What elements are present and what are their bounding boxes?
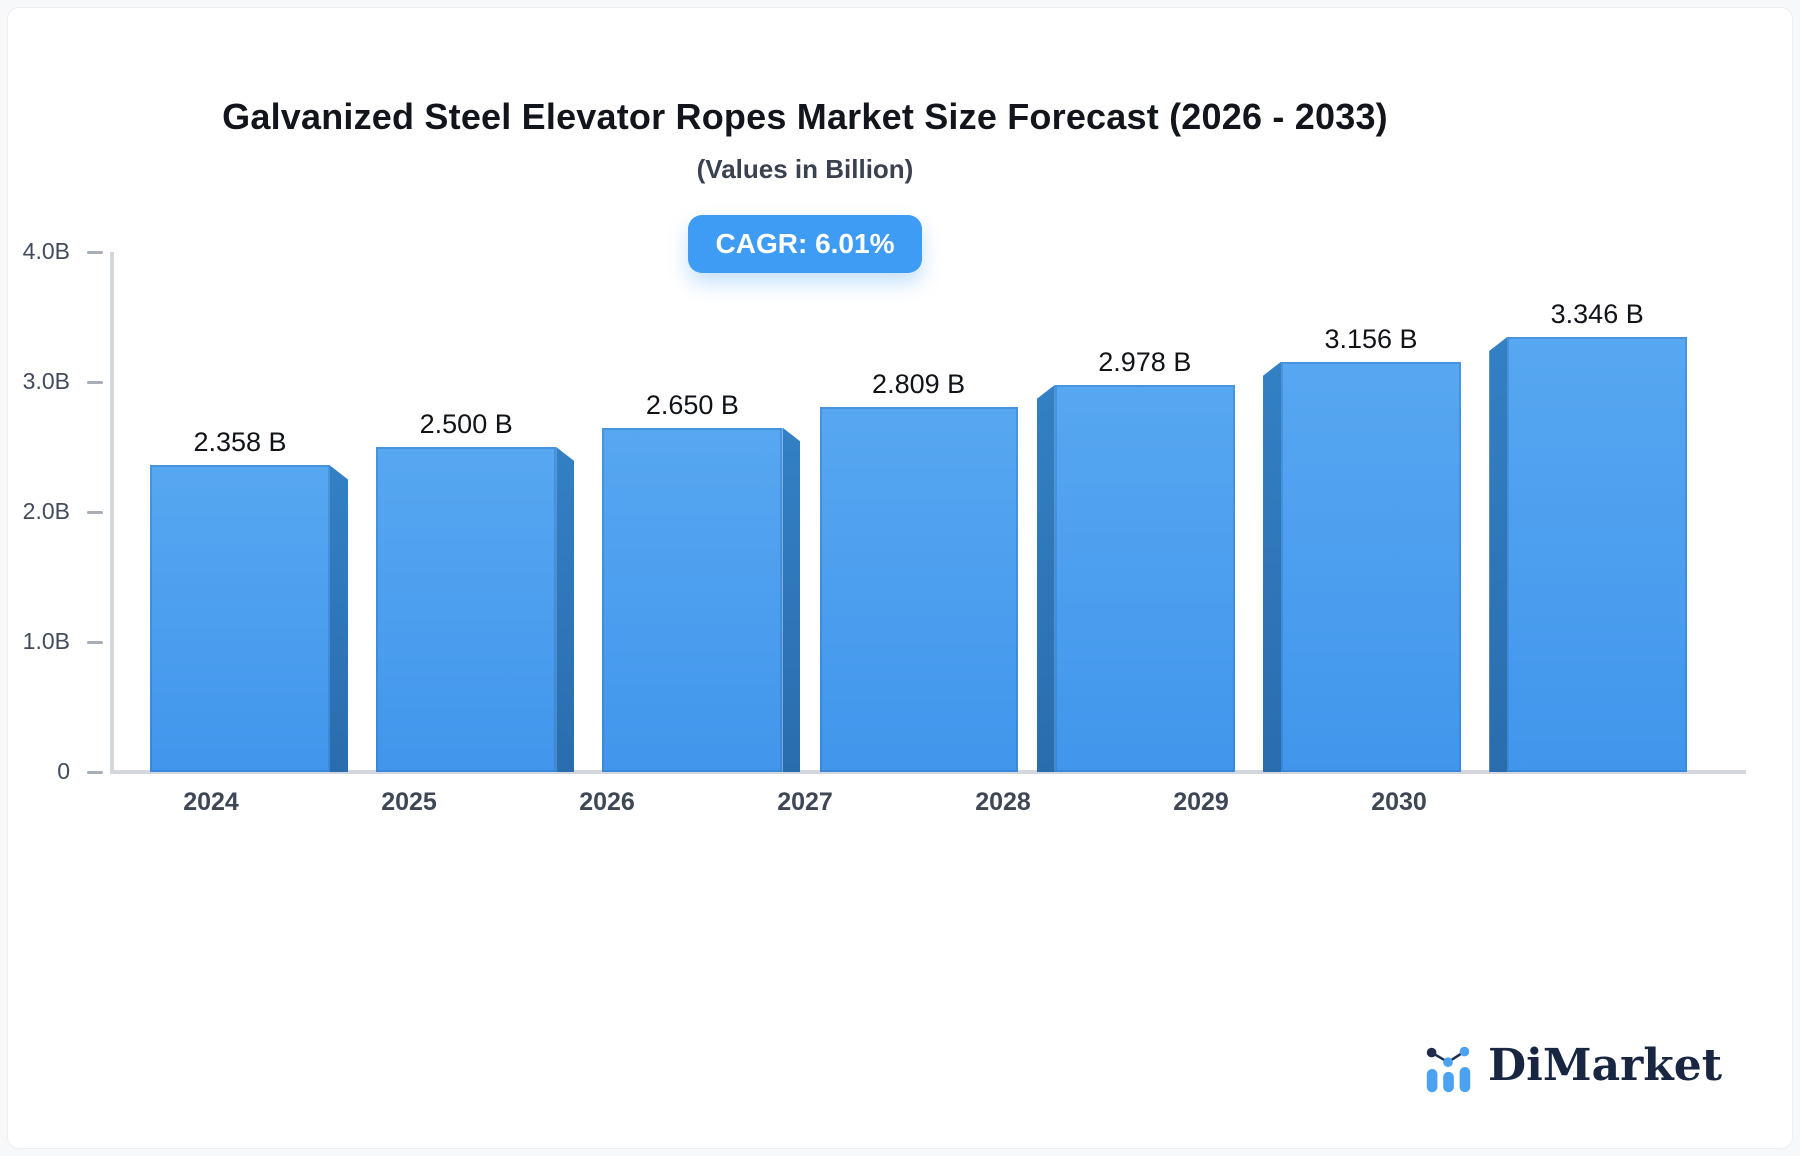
x-tick-label: 2027 [777,788,833,816]
bar [1054,384,1235,772]
x-tick-label: 2025 [381,788,437,816]
bar [376,447,557,772]
bar-side-face [1263,361,1281,772]
y-tick-dash [87,640,103,644]
bar-side-face [330,465,348,772]
bar [819,406,1018,772]
bar-side-face [782,427,801,772]
chart-title: Galvanized Steel Elevator Ropes Market S… [222,96,1388,137]
bar [150,465,330,772]
bar-side-face [1489,337,1508,772]
bar-side-face [556,447,575,772]
bar [602,427,783,772]
brand-name: DiMarket [1488,1040,1723,1091]
dimarket-logo-icon [1426,1046,1471,1093]
bar-value-label: 2.500 B [419,409,513,439]
bar-side-face [1036,384,1055,772]
brand-watermark: DiMarket [1420,1040,1722,1096]
y-tick-dash [87,380,103,384]
cagr-badge: CAGR: 6.01% [687,215,923,273]
x-tick-label: 2028 [975,788,1031,816]
plot-area: 4.0B 3.0B 2.0B 1.0B 0 2.358 B 2024 2.500 B 2025 2… [23,238,1746,816]
y-tick-label: 1.0B [22,628,70,654]
y-tick-dash [87,510,103,514]
x-tick-label: 2026 [579,788,635,816]
x-tick-label: 2029 [1173,788,1229,816]
bar-value-label: 2.358 B [193,427,287,458]
bar-value-label: 3.346 B [1550,299,1644,330]
y-tick-label: 3.0B [22,368,70,394]
bar-value-label: 2.978 B [1098,346,1192,377]
chart-header: Galvanized Steel Elevator Ropes Market S… [0,0,1610,273]
x-tick-label: 2030 [1371,788,1427,816]
bar [1281,361,1461,772]
bar-value-label: 2.650 B [645,389,739,420]
chart-subtitle: (Values in Billion) [696,154,914,184]
x-axis-line [110,770,1746,774]
y-tick-label: 0 [57,758,70,784]
bar [1507,337,1688,772]
bar-value-label: 2.809 B [872,368,966,399]
y-tick-dash [87,770,103,774]
y-tick-label: 2.0B [22,498,70,524]
y-axis-line [110,252,114,774]
y-tick-label: 4.0B [22,238,70,264]
y-tick-dash [87,250,103,254]
x-tick-label: 2024 [183,788,239,816]
bar-value-label: 3.156 B [1324,323,1418,354]
